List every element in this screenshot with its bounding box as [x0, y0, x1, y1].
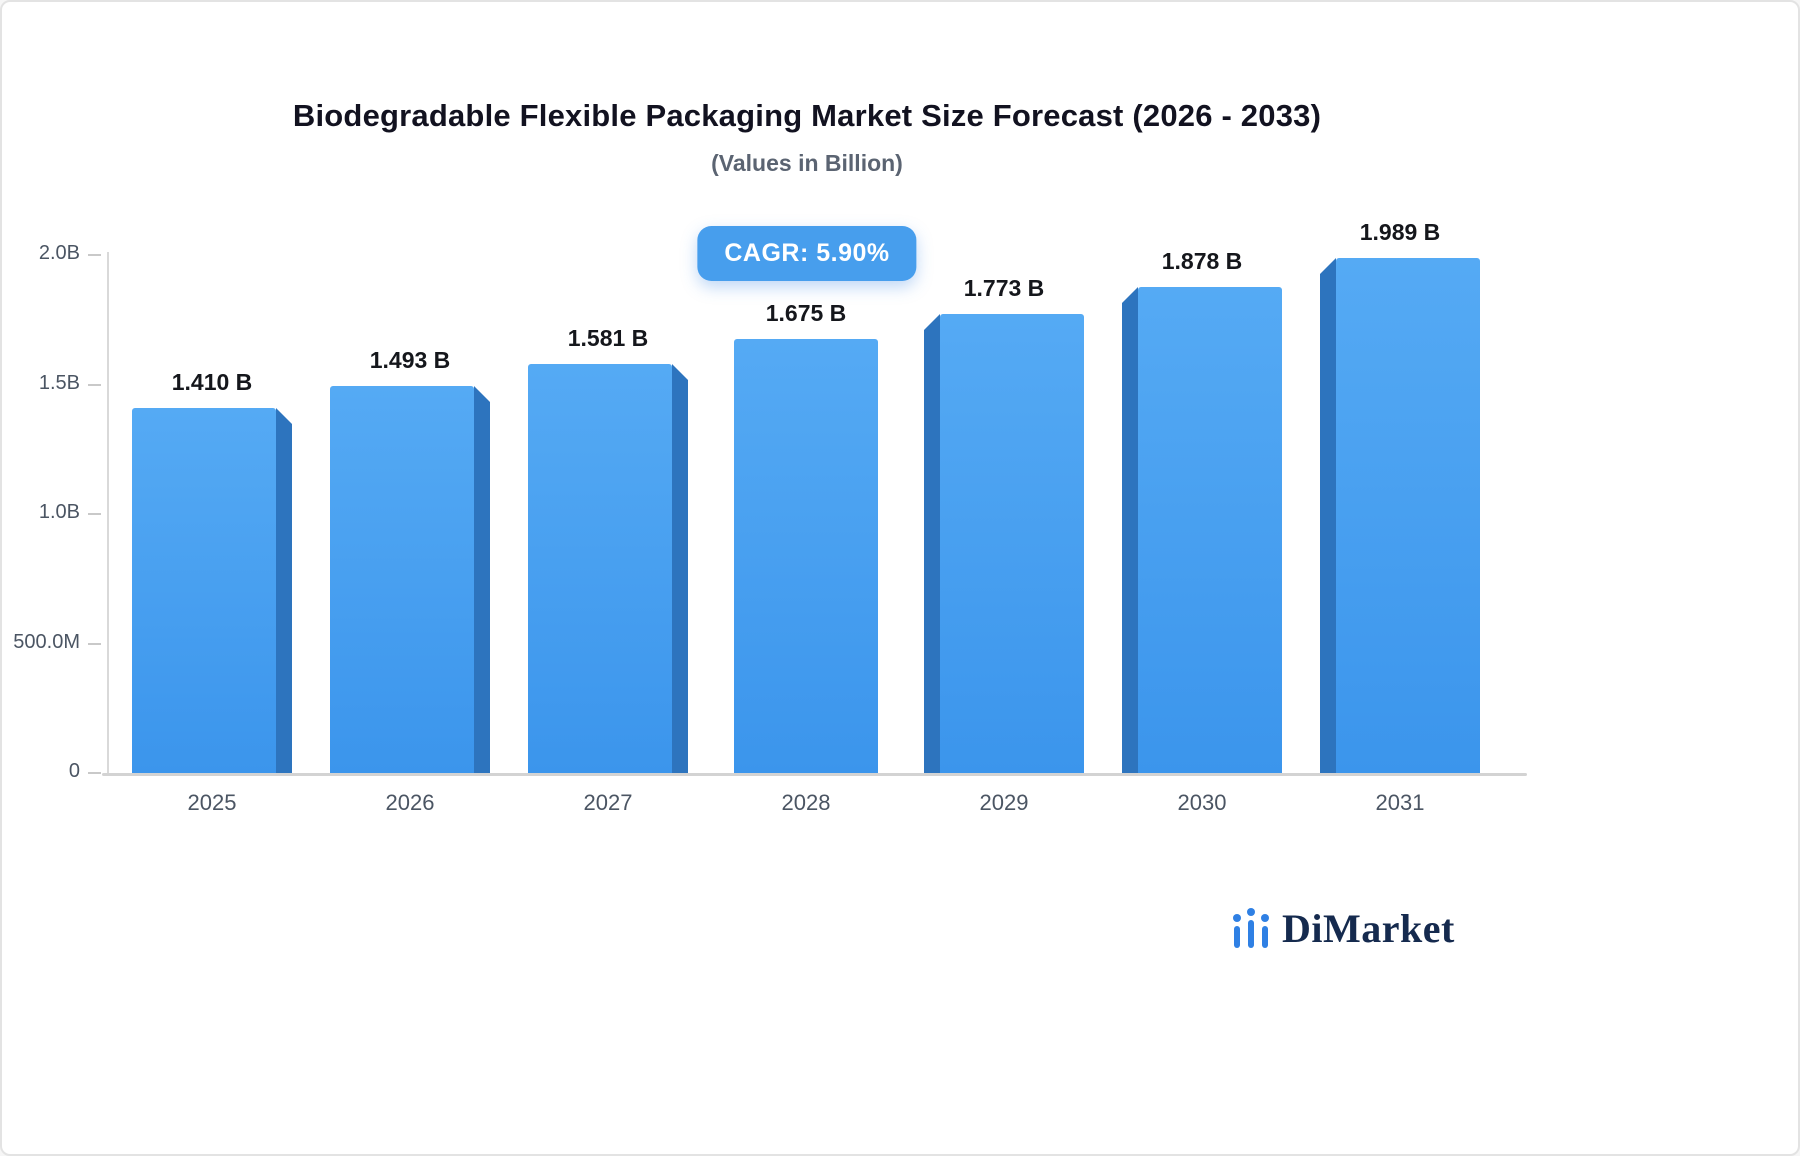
- y-axis-tick-label: 0: [68, 760, 80, 782]
- y-axis-tick-mark: [88, 772, 101, 774]
- bar-side-face: [924, 314, 940, 773]
- bar-side-face: [1122, 287, 1138, 773]
- bar-2026: 1.493 B: [330, 347, 490, 773]
- bar-2028: 1.675 B: [726, 300, 886, 773]
- y-axis-tick-label: 2.0B: [38, 242, 80, 264]
- y-axis: 0 500.0M 1.0B 1.5B 2.0B: [2, 2, 112, 1154]
- bar-value-label: 1.773 B: [963, 275, 1045, 301]
- plot-area: 1.410 B 1.493 B 1.581 B 1.675 B 1.773 B 1.878…: [107, 219, 1527, 773]
- dimarket-logo-icon: [1233, 907, 1269, 948]
- bar-face: [1138, 287, 1282, 773]
- bar-face: [330, 386, 474, 773]
- bar-2027: 1.581 B: [528, 325, 688, 773]
- bar-2029: 1.773 B: [924, 275, 1084, 773]
- x-axis-line: [102, 773, 1527, 776]
- y-axis-tick-label: 1.0B: [38, 501, 80, 523]
- y-axis-tick-mark: [88, 383, 101, 386]
- bar-value-label: 1.878 B: [1161, 248, 1243, 274]
- bar-value-label: 1.675 B: [765, 300, 847, 326]
- bar-value-label: 1.989 B: [1359, 219, 1441, 245]
- bar-value-label: 1.493 B: [369, 347, 451, 373]
- x-axis-label: 2028: [781, 790, 831, 815]
- dimarket-logo-text: DiMarket: [1282, 906, 1455, 951]
- bar-2025: 1.410 B: [132, 369, 292, 773]
- y-axis-tick-mark: [88, 254, 101, 256]
- x-axis-label: 2027: [583, 790, 633, 815]
- bar-side-face: [474, 386, 490, 773]
- y-axis-tick-mark: [88, 513, 101, 515]
- x-axis-labels: 2025 2026 2027 2028 2029 2030 2031: [2, 790, 1798, 824]
- cagr-badge-label: CAGR: 5.90%: [724, 239, 890, 267]
- bar-face: [1336, 258, 1480, 773]
- y-axis-tick-mark: [88, 642, 101, 645]
- bar-2031: 1.989 B: [1320, 219, 1480, 773]
- bar-face: [528, 364, 672, 773]
- x-axis-label: 2031: [1375, 790, 1425, 815]
- x-axis-label: 2030: [1177, 790, 1227, 815]
- chart-subtitle: (Values in Billion): [711, 150, 903, 176]
- bar-face: [940, 314, 1084, 773]
- bar-side-face: [672, 364, 688, 773]
- cagr-badge: CAGR: 5.90%: [697, 226, 917, 281]
- x-axis-label: 2025: [187, 790, 237, 815]
- x-axis-label: 2026: [385, 790, 435, 815]
- bar-value-label: 1.581 B: [567, 325, 649, 351]
- y-axis-line: [107, 252, 109, 775]
- bar-face: [132, 408, 276, 773]
- bar-2030: 1.878 B: [1122, 248, 1282, 773]
- x-axis-label: 2029: [979, 790, 1029, 815]
- bar-face: [734, 339, 878, 773]
- bar-side-face: [1320, 258, 1336, 773]
- y-axis-tick-label: 1.5B: [38, 371, 80, 394]
- y-axis-tick-label: 500.0M: [13, 630, 80, 653]
- bar-side-face: [276, 408, 292, 773]
- chart-title: Biodegradable Flexible Packaging Market …: [292, 98, 1322, 133]
- bar-value-label: 1.410 B: [171, 369, 253, 395]
- dimarket-logo: DiMarket: [1230, 905, 1455, 952]
